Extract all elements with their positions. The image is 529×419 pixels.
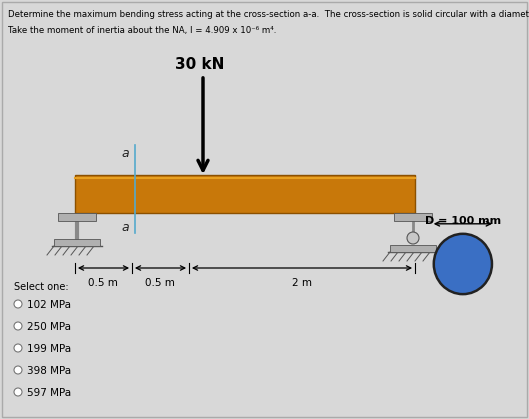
- Text: D = 100 mm: D = 100 mm: [425, 216, 501, 226]
- Bar: [54, 239, 100, 246]
- Text: 2 m: 2 m: [292, 278, 312, 288]
- Text: Determine the maximum bending stress acting at the cross-section a-a.  The cross: Determine the maximum bending stress act…: [8, 10, 529, 19]
- Text: 0.5 m: 0.5 m: [88, 278, 118, 288]
- Circle shape: [14, 344, 22, 352]
- Text: Take the moment of inertia about the NA, I = 4.909 x 10⁻⁶ m⁴.: Take the moment of inertia about the NA,…: [8, 26, 276, 35]
- Text: 0.5 m: 0.5 m: [145, 278, 175, 288]
- Bar: [390, 245, 436, 252]
- Bar: [75, 175, 415, 213]
- Text: Select one:: Select one:: [14, 282, 69, 292]
- Circle shape: [14, 300, 22, 308]
- Bar: [58, 213, 96, 221]
- Circle shape: [14, 322, 22, 330]
- Circle shape: [407, 232, 419, 244]
- Ellipse shape: [434, 234, 492, 294]
- Text: a: a: [121, 221, 129, 234]
- Text: 30 kN: 30 kN: [175, 57, 224, 72]
- Text: 250 MPa: 250 MPa: [27, 322, 71, 332]
- Text: a: a: [121, 147, 129, 160]
- Text: 597 MPa: 597 MPa: [27, 388, 71, 398]
- Text: 199 MPa: 199 MPa: [27, 344, 71, 354]
- Bar: [394, 213, 432, 221]
- Text: 398 MPa: 398 MPa: [27, 366, 71, 376]
- Text: 102 MPa: 102 MPa: [27, 300, 71, 310]
- Circle shape: [14, 366, 22, 374]
- Circle shape: [14, 388, 22, 396]
